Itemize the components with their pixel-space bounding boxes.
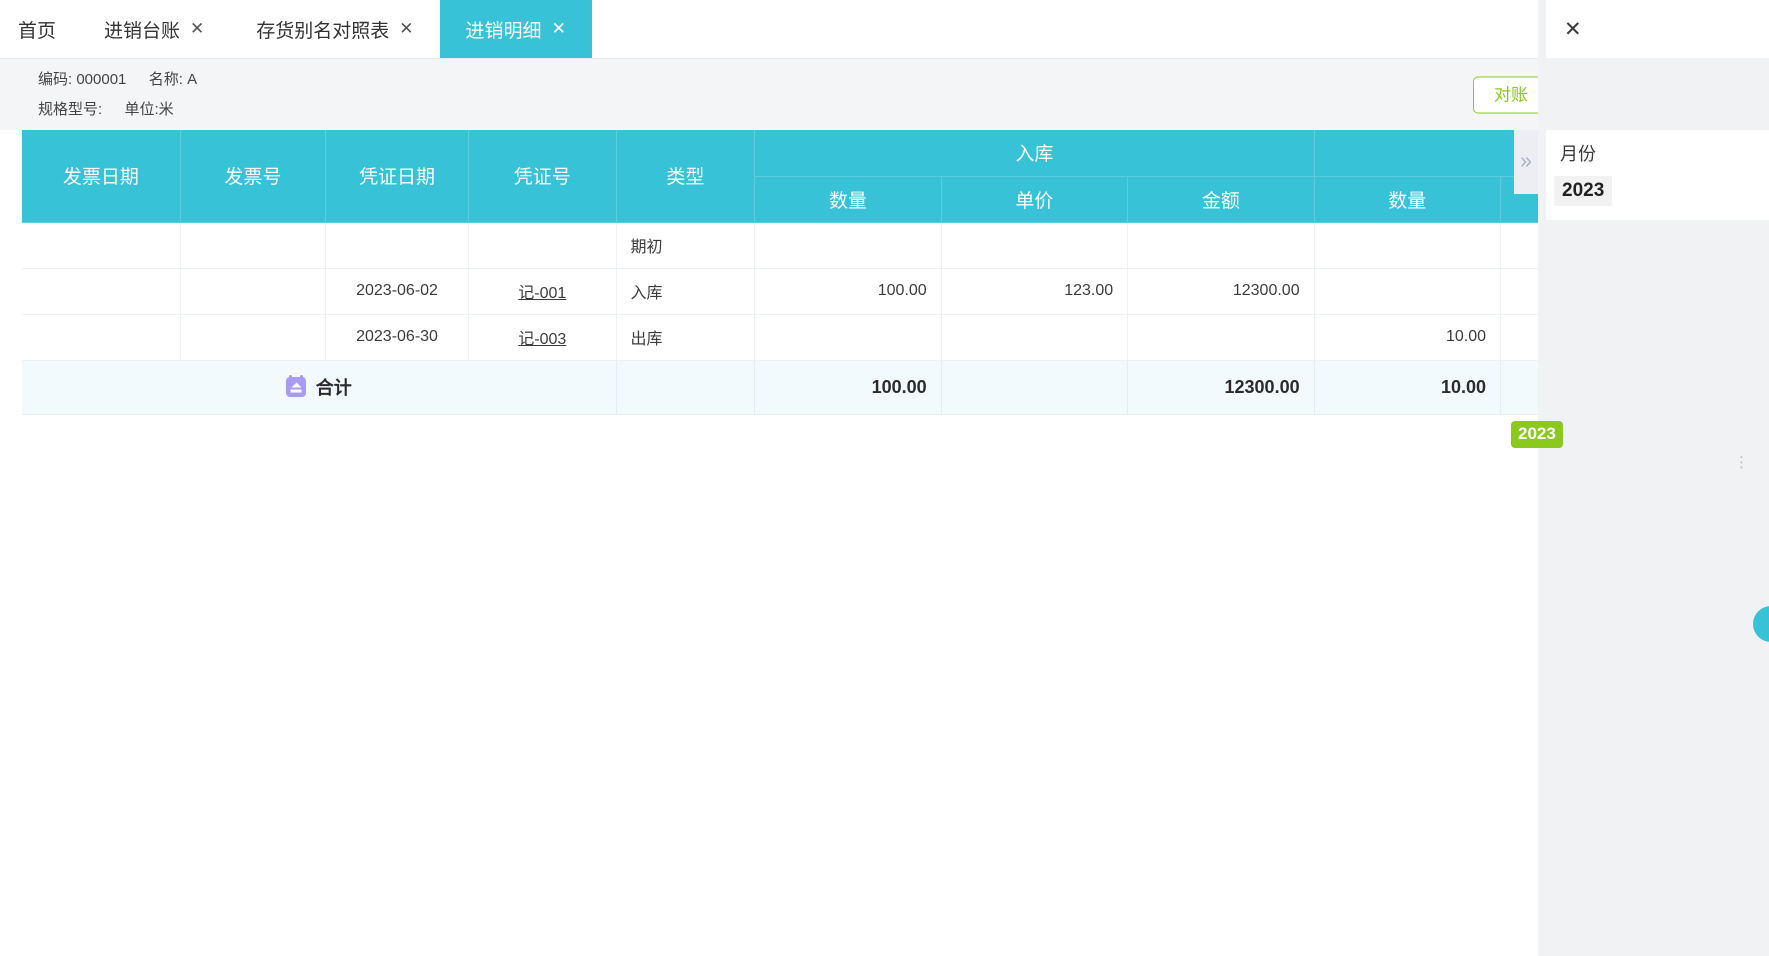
cell-invoice-date bbox=[22, 314, 181, 361]
spec-label: 规格型号: bbox=[38, 101, 103, 118]
table-body: 期初 2023-06-02 记-001 入库 100.00 bbox=[22, 222, 1726, 415]
col-in-amount[interactable]: 金额 bbox=[1127, 176, 1315, 223]
tab-label: 进销台账 bbox=[104, 20, 181, 42]
side-panel-close-icon[interactable]: ✕ bbox=[1564, 16, 1582, 41]
total-in-qty: 100.00 bbox=[754, 360, 942, 415]
cell-invoice-date bbox=[22, 222, 181, 269]
cell-in-price bbox=[941, 222, 1129, 269]
col-out-qty[interactable]: 数量 bbox=[1314, 176, 1502, 223]
total-in-price bbox=[941, 360, 1129, 415]
col-voucher-date[interactable]: 凭证日期 bbox=[325, 130, 470, 223]
cell-invoice-date bbox=[22, 268, 181, 315]
cell-invoice-no bbox=[180, 314, 327, 361]
tab-jinxiao-mingxi[interactable]: 进销明细 ✕ bbox=[439, 0, 592, 58]
col-in-qty[interactable]: 数量 bbox=[754, 176, 942, 223]
col-voucher-no[interactable]: 凭证号 bbox=[468, 130, 617, 223]
table-row[interactable]: 2023-06-02 记-001 入库 100.00 123.00 12300.… bbox=[22, 268, 1726, 315]
total-label: 合计 bbox=[315, 378, 352, 398]
tab-bar: 首页 进销台账 ✕ 存货别名对照表 ✕ 进销明细 ✕ bbox=[0, 0, 1769, 58]
cell-voucher-no: 记-001 bbox=[468, 268, 617, 315]
tab-cunhuo-bieming[interactable]: 存货别名对照表 ✕ bbox=[230, 0, 439, 58]
chevron-double-right-icon bbox=[1519, 155, 1533, 169]
col-group-inbound[interactable]: 入库 bbox=[754, 130, 1315, 177]
cell-type: 出库 bbox=[616, 314, 756, 361]
cell-in-amount bbox=[1127, 314, 1315, 361]
bottom-edge bbox=[0, 954, 1769, 956]
code-label: 编码: 000001 bbox=[38, 71, 127, 88]
table-header-row-1: 发票日期 发票号 凭证日期 凭证号 类型 入库 出库 bbox=[22, 130, 1726, 223]
tab-close-icon[interactable]: ✕ bbox=[551, 18, 566, 39]
tab-close-icon[interactable]: ✕ bbox=[399, 18, 414, 39]
cell-out-qty bbox=[1314, 222, 1502, 269]
reconcile-button[interactable]: 对账 bbox=[1473, 76, 1549, 113]
tab-label: 存货别名对照表 bbox=[256, 20, 390, 42]
table-row[interactable]: 2023-06-30 记-003 出库 10.00 123.00 1230.00 bbox=[22, 314, 1726, 361]
item-info: 编码: 000001 名称: A 规格型号: 单位:米 bbox=[38, 65, 197, 125]
total-out-qty: 10.00 bbox=[1314, 360, 1502, 415]
cell-type: 期初 bbox=[616, 222, 756, 269]
left-rail bbox=[0, 130, 22, 956]
cell-voucher-no: 记-003 bbox=[468, 314, 617, 361]
cell-in-price bbox=[941, 314, 1129, 361]
cell-out-qty bbox=[1314, 268, 1502, 315]
total-in-amount: 12300.00 bbox=[1127, 360, 1315, 415]
voucher-link[interactable]: 记-001 bbox=[518, 285, 567, 302]
cell-in-amount bbox=[1127, 222, 1315, 269]
info-toolbar: 编码: 000001 名称: A 规格型号: 单位:米 对账 bbox=[0, 58, 1769, 130]
cell-voucher-no bbox=[468, 222, 617, 269]
side-panel-year-row[interactable]: 2023 bbox=[1546, 172, 1769, 220]
col-type[interactable]: 类型 bbox=[616, 130, 756, 223]
tab-jinxiao-taizhang[interactable]: 进销台账 ✕ bbox=[78, 0, 230, 58]
cell-invoice-no bbox=[180, 222, 327, 269]
side-panel-collapse-button[interactable] bbox=[1514, 130, 1538, 194]
side-panel-title: 月份 bbox=[1560, 144, 1596, 164]
detail-table: 发票日期 发票号 凭证日期 凭证号 类型 入库 出库 数量 单价 金额 数量 单… bbox=[22, 130, 1726, 415]
cell-voucher-date: 2023-06-30 bbox=[325, 314, 470, 361]
table-total-row: 合计 100.00 12300.00 10.00 bbox=[22, 360, 1726, 415]
cell-type: 入库 bbox=[616, 268, 756, 315]
table-row[interactable]: 期初 bbox=[22, 222, 1726, 269]
unit-label: 单位:米 bbox=[124, 101, 174, 118]
cell-voucher-date bbox=[325, 222, 470, 269]
cell-voucher-date: 2023-06-02 bbox=[325, 268, 470, 315]
cell-in-qty bbox=[754, 314, 942, 361]
table-header-row-2: 数量 单价 金额 数量 单价 金额 bbox=[22, 176, 1726, 223]
cell-in-amount: 12300.00 bbox=[1127, 268, 1315, 315]
cell-in-qty: 100.00 bbox=[754, 268, 942, 315]
col-in-price[interactable]: 单价 bbox=[941, 176, 1129, 223]
side-panel: ✕ 月份 2023 ⋮ bbox=[1538, 0, 1769, 956]
detail-table-container[interactable]: 发票日期 发票号 凭证日期 凭证号 类型 入库 出库 数量 单价 金额 数量 单… bbox=[22, 130, 1726, 820]
col-invoice-no[interactable]: 发票号 bbox=[180, 130, 327, 223]
tab-label: 首页 bbox=[18, 20, 57, 42]
year-badge[interactable]: 2023 bbox=[1511, 421, 1563, 448]
total-label-cell: 合计 bbox=[22, 360, 617, 415]
side-panel-year-value[interactable]: 2023 bbox=[1554, 176, 1613, 206]
total-type-cell bbox=[616, 360, 756, 415]
voucher-link[interactable]: 记-003 bbox=[518, 331, 567, 348]
summary-calendar-icon bbox=[285, 375, 306, 397]
tab-label: 进销明细 bbox=[465, 20, 542, 42]
cell-in-qty bbox=[754, 222, 942, 269]
tab-close-icon[interactable]: ✕ bbox=[190, 18, 205, 39]
side-panel-header: ✕ bbox=[1546, 0, 1769, 58]
tab-home[interactable]: 首页 bbox=[0, 0, 78, 58]
cell-invoice-no bbox=[180, 268, 327, 315]
cell-out-qty: 10.00 bbox=[1314, 314, 1502, 361]
floating-action-button[interactable] bbox=[1753, 606, 1769, 642]
cell-in-price: 123.00 bbox=[941, 268, 1129, 315]
info-line-code: 编码: 000001 名称: A bbox=[38, 65, 197, 95]
side-panel-month-card: 月份 2023 bbox=[1546, 130, 1769, 220]
info-line-spec: 规格型号: 单位:米 bbox=[38, 95, 197, 125]
col-invoice-date[interactable]: 发票日期 bbox=[22, 130, 181, 223]
name-label: 名称: A bbox=[148, 71, 198, 88]
side-panel-dots-icon: ⋮ bbox=[1734, 454, 1749, 471]
